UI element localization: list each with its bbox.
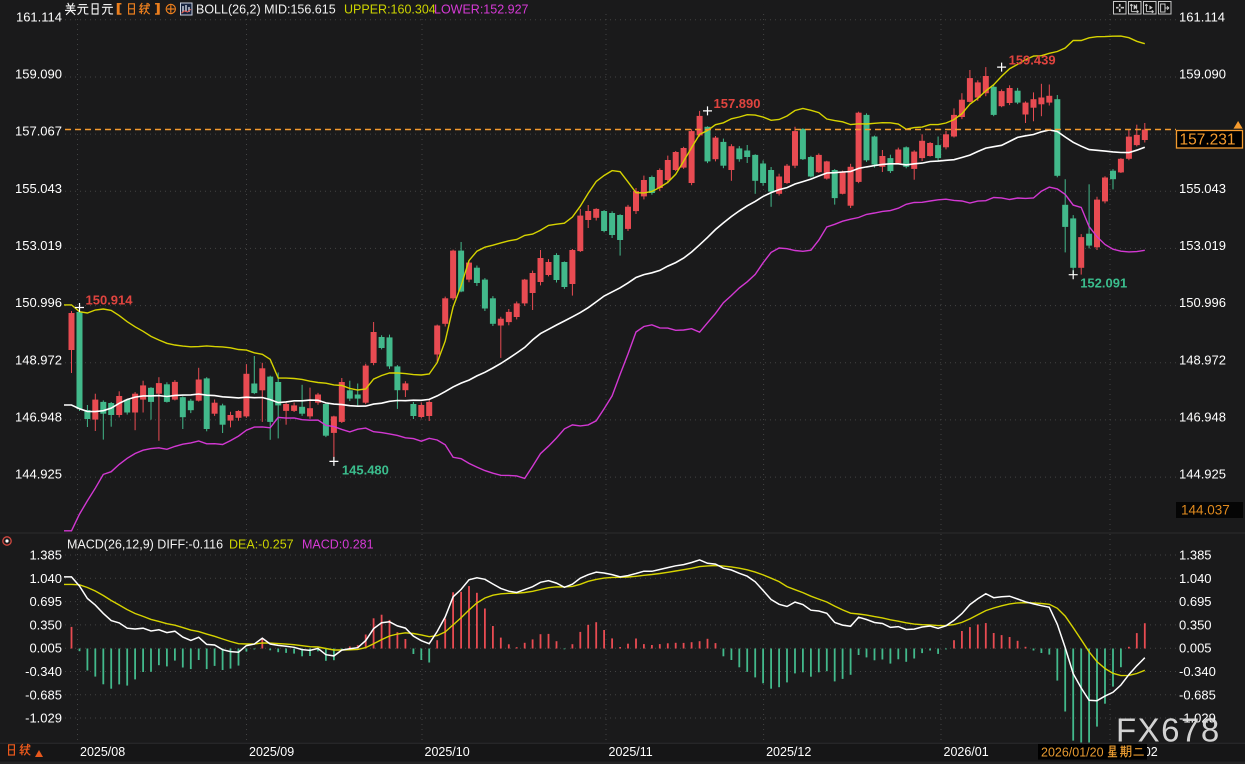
svg-text:148.972: 148.972 [15, 352, 62, 367]
svg-text:2025/08: 2025/08 [80, 745, 125, 759]
svg-text:159.439: 159.439 [1009, 53, 1056, 68]
svg-text:UPPER:160.304: UPPER:160.304 [344, 3, 436, 17]
svg-text:-1.029: -1.029 [25, 711, 62, 726]
svg-text:161.114: 161.114 [1179, 9, 1225, 24]
svg-text:150.996: 150.996 [15, 295, 62, 310]
svg-text:LOWER:152.927: LOWER:152.927 [434, 3, 529, 17]
svg-text:146.948: 146.948 [1179, 409, 1226, 424]
svg-text:-0.340: -0.340 [1179, 664, 1216, 679]
svg-text:161.114: 161.114 [16, 9, 62, 24]
svg-text:2025/09: 2025/09 [249, 745, 294, 759]
svg-text:148.972: 148.972 [1179, 352, 1226, 367]
svg-text:150.996: 150.996 [1179, 295, 1226, 310]
svg-text:1.040: 1.040 [29, 571, 62, 586]
svg-text:MACD:0.281: MACD:0.281 [302, 538, 374, 552]
svg-text:2025/10: 2025/10 [425, 745, 470, 759]
svg-text:DEA:-0.257: DEA:-0.257 [229, 538, 294, 552]
svg-text:144.925: 144.925 [1179, 467, 1226, 482]
svg-text:0.695: 0.695 [29, 594, 62, 609]
svg-text:146.948: 146.948 [15, 409, 62, 424]
svg-text:0.005: 0.005 [1179, 641, 1212, 656]
svg-text:155.043: 155.043 [15, 181, 62, 196]
svg-text:2026/01/20: 2026/01/20 [1041, 746, 1104, 760]
svg-text:159.090: 159.090 [1179, 67, 1226, 82]
svg-text:145.480: 145.480 [342, 463, 389, 478]
svg-text:157.890: 157.890 [714, 96, 761, 111]
svg-text:2025/12: 2025/12 [766, 745, 811, 759]
svg-text:0.695: 0.695 [1179, 594, 1212, 609]
svg-text:-0.340: -0.340 [25, 664, 62, 679]
svg-text:1.385: 1.385 [29, 548, 62, 563]
svg-text:-0.685: -0.685 [25, 687, 62, 702]
svg-text:0.005: 0.005 [29, 641, 62, 656]
svg-text:0.350: 0.350 [29, 617, 62, 632]
svg-text:144.925: 144.925 [15, 467, 62, 482]
svg-text:FX678: FX678 [1116, 712, 1221, 749]
svg-text:150.914: 150.914 [86, 293, 134, 308]
svg-text:-1.029: -1.029 [1179, 711, 1216, 726]
svg-text:1.040: 1.040 [1179, 571, 1212, 586]
svg-text:152.091: 152.091 [1080, 276, 1127, 291]
svg-text:MACD(26,12,9) DIFF:-0.116: MACD(26,12,9) DIFF:-0.116 [67, 538, 223, 552]
svg-text:153.019: 153.019 [15, 238, 62, 253]
svg-text:1.385: 1.385 [1179, 548, 1212, 563]
svg-text:BOLL(26,2) MID:156.615: BOLL(26,2) MID:156.615 [196, 3, 336, 17]
svg-text:157.067: 157.067 [15, 124, 62, 139]
svg-text:-0.685: -0.685 [1179, 687, 1216, 702]
svg-text:144.037: 144.037 [1181, 503, 1230, 518]
svg-text:2026/01: 2026/01 [944, 745, 989, 759]
svg-text:155.043: 155.043 [1179, 181, 1226, 196]
svg-text:0.350: 0.350 [1179, 617, 1212, 632]
svg-text:159.090: 159.090 [15, 67, 62, 82]
svg-text:2025/11: 2025/11 [609, 745, 653, 759]
svg-text:153.019: 153.019 [1179, 238, 1226, 253]
svg-text:157.231: 157.231 [1180, 132, 1236, 149]
